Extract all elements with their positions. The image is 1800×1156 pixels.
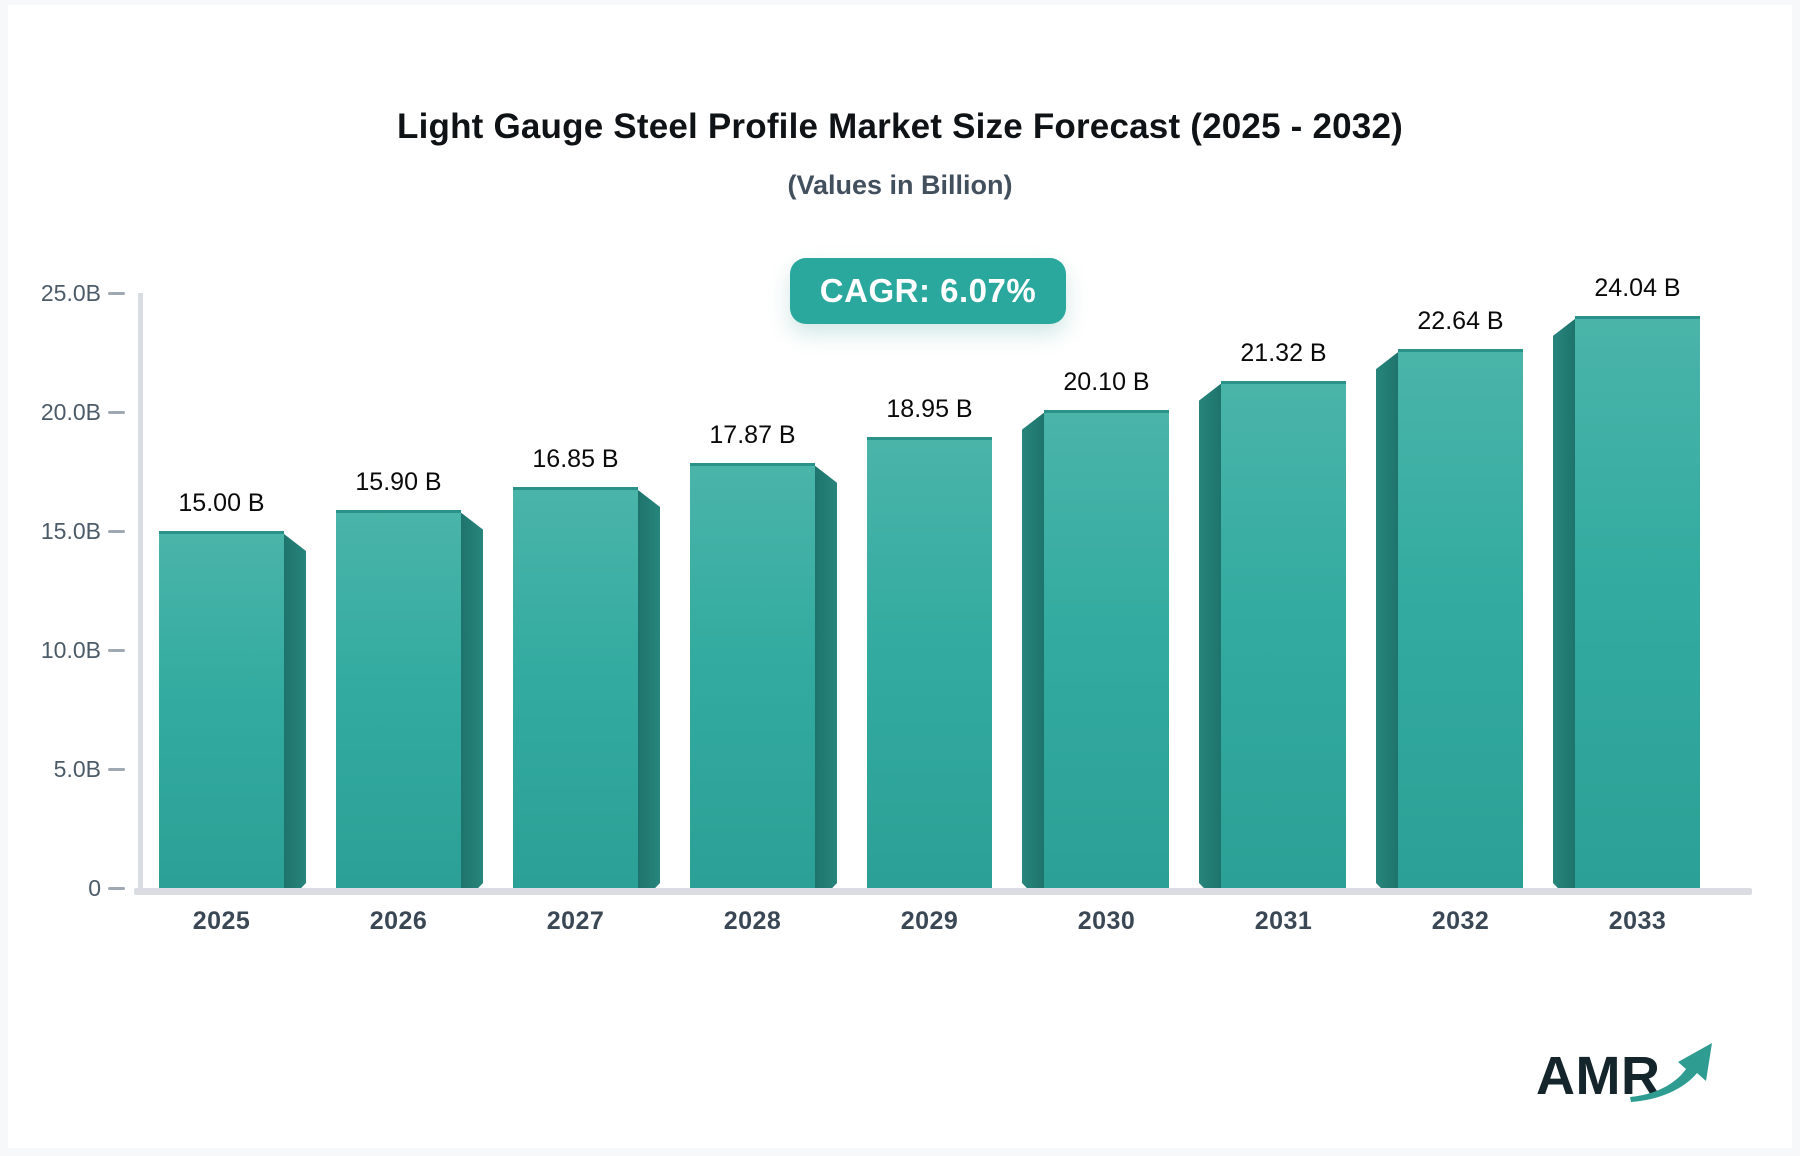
bar-side-face [638,490,660,888]
bar-value-label: 24.04 B [1594,273,1681,302]
bar-side-face [284,534,306,888]
y-tick-mark [108,291,125,295]
bar-2028 [690,462,815,888]
y-axis-line [138,293,143,895]
bar-value-label: 22.64 B [1417,307,1504,336]
chart-subtitle: (Values in Billion) [787,170,1013,200]
y-tick-label: 10.0B [40,637,101,663]
y-tick-label: 15.0B [40,518,101,544]
bar-2033 [1575,315,1700,888]
plot-area: 25.0B 20.0B 15.0B 10.0B 5.0B 0 15.00 B 2025 15.… [8,5,1800,1156]
y-tick-label: 25.0B [40,280,101,306]
x-axis-label: 2031 [1254,907,1313,935]
y-tick-mark [108,767,125,771]
y-tick-mark [108,886,125,890]
chart-title: Light Gauge Steel Profile Market Size Fo… [397,107,1403,146]
bar-2031 [1221,380,1346,888]
y-tick-mark [108,410,125,414]
growth-arrow-icon [1630,1043,1712,1102]
x-axis-baseline [134,888,1752,895]
chart-card: Light Gauge Steel Profile Market Size Fo… [8,5,1792,1148]
bar-value-label: 17.87 B [709,420,796,449]
y-tick-mark [108,529,125,533]
bar-side-face [1553,319,1575,888]
bar-side-face [461,513,483,888]
bar-2032 [1398,349,1523,888]
x-axis-label: 2025 [192,907,251,935]
bar-value-label: 21.32 B [1240,338,1327,367]
y-tick-label: 5.0B [53,756,101,782]
y-tick-label: 0 [88,875,101,901]
x-axis-label: 2026 [369,907,428,935]
bar-side-face [1376,352,1398,888]
x-axis-label: 2032 [1431,907,1490,935]
bar-2030 [1044,409,1169,888]
y-tick-label: 20.0B [40,399,101,425]
x-axis-label: 2029 [900,907,959,935]
bar-value-label: 15.00 B [178,489,265,517]
bar-2029 [867,436,992,888]
x-axis-label: 2033 [1608,907,1667,935]
bar-side-face [815,466,837,888]
bar-2026 [336,509,461,888]
amr-logo: AMR [1536,1037,1746,1117]
cagr-badge: CAGR: 6.07% [790,258,1066,324]
bar-value-label: 18.95 B [886,394,973,423]
bar-value-label: 15.90 B [355,467,442,496]
x-axis-label: 2030 [1077,907,1136,935]
bar-side-face [1022,413,1044,888]
bar-value-label: 16.85 B [532,444,619,473]
bar-2027 [513,486,638,888]
x-axis-label: 2028 [723,907,782,935]
x-axis-label: 2027 [546,907,605,935]
bar-value-label: 20.10 B [1063,367,1150,396]
bar-side-face [1199,384,1221,888]
bar-2025 [159,531,284,888]
y-tick-mark [108,648,125,652]
